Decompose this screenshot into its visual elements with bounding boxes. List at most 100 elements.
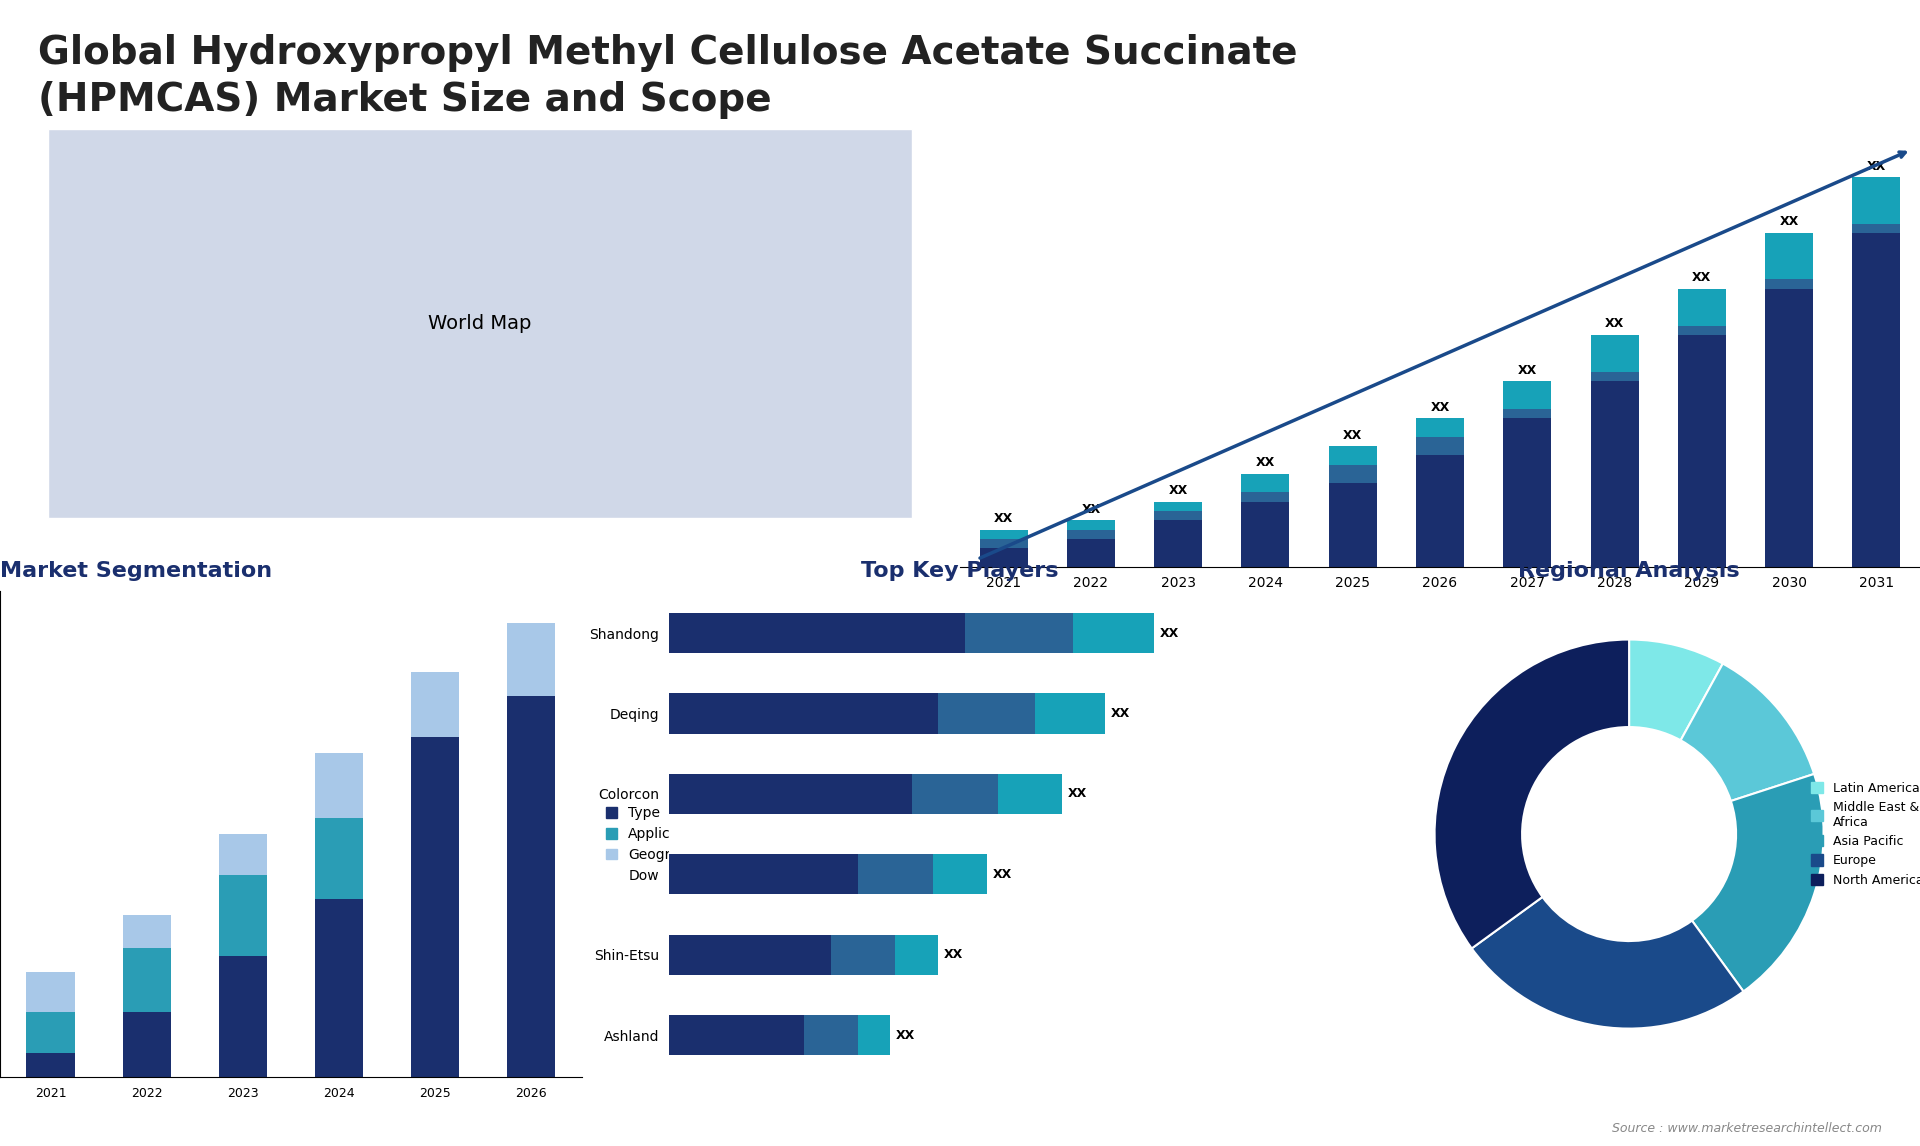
Text: XX: XX bbox=[895, 1029, 914, 1042]
Bar bbox=[831, 934, 895, 975]
Bar bbox=[219, 956, 267, 1077]
Bar bbox=[668, 693, 939, 733]
Bar bbox=[858, 854, 933, 894]
Legend: Latin America, Middle East &
Africa, Asia Pacific, Europe, North America: Latin America, Middle East & Africa, Asi… bbox=[1805, 777, 1920, 892]
Bar bbox=[668, 613, 966, 653]
Bar bbox=[1590, 372, 1638, 382]
Wedge shape bbox=[1434, 639, 1628, 949]
Bar bbox=[1242, 493, 1290, 502]
Bar bbox=[1035, 693, 1106, 733]
Bar bbox=[1068, 520, 1116, 529]
Text: XX: XX bbox=[1081, 503, 1100, 516]
Text: INTELLECT: INTELLECT bbox=[1715, 99, 1780, 108]
Bar bbox=[979, 539, 1027, 548]
Bar bbox=[219, 874, 267, 956]
Bar bbox=[1853, 178, 1901, 223]
Bar bbox=[1503, 382, 1551, 409]
Bar bbox=[1154, 502, 1202, 511]
Text: XX: XX bbox=[1692, 270, 1711, 284]
Bar bbox=[1154, 520, 1202, 566]
Bar bbox=[1329, 464, 1377, 484]
Bar bbox=[315, 818, 363, 898]
Bar bbox=[507, 697, 555, 1077]
Text: XX: XX bbox=[1605, 317, 1624, 330]
Text: Market Segmentation: Market Segmentation bbox=[0, 562, 273, 581]
Bar bbox=[1503, 418, 1551, 566]
Text: RESEARCH: RESEARCH bbox=[1715, 76, 1780, 85]
Bar bbox=[1853, 223, 1901, 233]
Bar bbox=[1068, 539, 1116, 566]
Bar bbox=[979, 529, 1027, 539]
Bar bbox=[1329, 484, 1377, 566]
Text: XX: XX bbox=[1517, 363, 1536, 377]
Text: XX: XX bbox=[945, 948, 964, 961]
Bar bbox=[979, 548, 1027, 566]
Bar bbox=[1590, 335, 1638, 372]
Bar bbox=[1764, 289, 1812, 566]
Bar bbox=[27, 972, 75, 1012]
Bar bbox=[507, 623, 555, 697]
Bar bbox=[1764, 233, 1812, 280]
Text: XX: XX bbox=[995, 512, 1014, 525]
Bar bbox=[1154, 511, 1202, 520]
Bar bbox=[219, 834, 267, 874]
Bar bbox=[315, 898, 363, 1077]
Text: XX: XX bbox=[1866, 159, 1885, 173]
Bar bbox=[668, 1015, 804, 1055]
Bar bbox=[668, 854, 858, 894]
Wedge shape bbox=[1628, 639, 1722, 740]
Bar bbox=[1503, 409, 1551, 418]
Text: World Map: World Map bbox=[428, 314, 532, 332]
Text: Source : www.marketresearchintellect.com: Source : www.marketresearchintellect.com bbox=[1611, 1122, 1882, 1135]
Title: Regional Analysis: Regional Analysis bbox=[1519, 562, 1740, 581]
Bar bbox=[1417, 437, 1463, 455]
Bar bbox=[123, 948, 171, 1012]
Text: Global Hydroxypropyl Methyl Cellulose Acetate Succinate
(HPMCAS) Market Size and: Global Hydroxypropyl Methyl Cellulose Ac… bbox=[38, 34, 1298, 119]
Bar bbox=[1242, 474, 1290, 493]
Bar bbox=[1068, 529, 1116, 539]
Bar bbox=[998, 774, 1062, 814]
Bar bbox=[1417, 455, 1463, 566]
Bar bbox=[804, 1015, 858, 1055]
Wedge shape bbox=[1473, 897, 1743, 1029]
Text: XX: XX bbox=[1780, 215, 1799, 228]
Bar bbox=[1678, 289, 1726, 325]
Bar bbox=[966, 613, 1073, 653]
Legend: Type, Application, Geography: Type, Application, Geography bbox=[601, 801, 712, 868]
Bar bbox=[1073, 613, 1154, 653]
Text: XX: XX bbox=[1068, 787, 1087, 800]
Text: XX: XX bbox=[1344, 429, 1363, 441]
Bar bbox=[1853, 233, 1901, 566]
Bar bbox=[1764, 280, 1812, 289]
Bar bbox=[1417, 418, 1463, 437]
Bar bbox=[668, 774, 912, 814]
Bar bbox=[912, 774, 998, 814]
Text: XX: XX bbox=[1430, 401, 1450, 414]
Text: MARKET: MARKET bbox=[1720, 53, 1774, 62]
Bar bbox=[123, 1012, 171, 1077]
Bar bbox=[48, 128, 912, 518]
Bar bbox=[1678, 335, 1726, 566]
Bar bbox=[27, 1053, 75, 1077]
Text: XX: XX bbox=[1160, 627, 1179, 639]
Wedge shape bbox=[1692, 774, 1824, 991]
Bar bbox=[858, 1015, 891, 1055]
Wedge shape bbox=[1680, 664, 1814, 801]
Bar bbox=[411, 672, 459, 737]
Bar bbox=[1590, 382, 1638, 566]
Text: XX: XX bbox=[993, 868, 1012, 881]
Bar bbox=[1242, 502, 1290, 566]
Bar bbox=[27, 1012, 75, 1053]
Bar bbox=[123, 916, 171, 948]
Bar bbox=[315, 753, 363, 818]
Text: XX: XX bbox=[1112, 707, 1131, 720]
Bar bbox=[411, 737, 459, 1077]
Bar bbox=[1329, 446, 1377, 464]
Text: XX: XX bbox=[1169, 484, 1188, 497]
Text: XX: XX bbox=[1256, 456, 1275, 470]
Bar bbox=[1678, 325, 1726, 335]
Bar bbox=[895, 934, 939, 975]
Title: Top Key Players: Top Key Players bbox=[862, 562, 1058, 581]
Bar bbox=[668, 934, 831, 975]
Bar bbox=[933, 854, 987, 894]
